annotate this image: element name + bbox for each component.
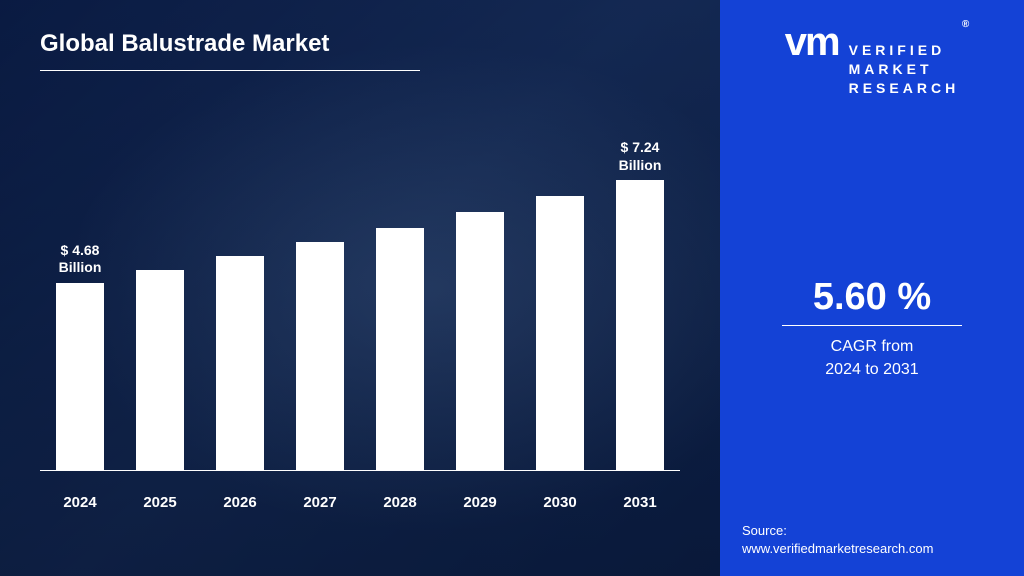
left-content: Global Balustrade Market $ 4.68 Billion … [40,30,680,511]
bar-chart: $ 4.68 Billion $ 7.24 Billion 2024202520… [40,111,680,511]
bar-value-label [478,189,482,207]
left-panel: Global Balustrade Market $ 4.68 Billion … [0,0,720,576]
bar-wrap [525,173,595,471]
brand-logo: vm VERIFIED MARKET RESEARCH ® [785,22,959,116]
logo-mark: vm [785,22,839,62]
bar [136,270,184,470]
bar-value-label [318,219,322,237]
x-axis-label: 2027 [285,494,355,511]
bar-value-label [558,173,562,191]
title-underline [40,70,420,71]
x-axis-label: 2031 [605,494,675,511]
bar-wrap [285,219,355,471]
x-axis-label: 2025 [125,494,195,511]
x-axis-label: 2029 [445,494,515,511]
bar [616,180,664,470]
bar-value-label [238,233,242,251]
source-url: www.verifiedmarketresearch.com [742,540,933,558]
logo-text: VERIFIED MARKET RESEARCH ® [849,22,960,116]
x-axis-label: 2030 [525,494,595,511]
bar [56,283,104,470]
bar [456,212,504,470]
bar-wrap: $ 7.24 Billion [605,139,675,470]
right-panel: vm VERIFIED MARKET RESEARCH ® 5.60 % CAG… [720,0,1024,576]
bar-wrap [445,189,515,471]
bar [376,228,424,470]
x-axis-labels: 2024 2025 2026 2027 2028 2029 2030 2031 [40,494,680,511]
x-axis-label: 2024 [45,494,115,511]
bar-value-label: $ 7.24 Billion [619,139,662,174]
bar-wrap [205,233,275,471]
bar [536,196,584,470]
source-block: Source: www.verifiedmarketresearch.com [742,522,933,558]
bar-value-label: $ 4.68 Billion [59,242,102,277]
bar [296,242,344,470]
source-label: Source: [742,522,933,540]
cagr-value: 5.60 % [813,276,931,319]
bars-container: $ 4.68 Billion $ 7.24 Billion [40,151,680,471]
registered-icon: ® [962,18,973,32]
bar [216,256,264,470]
x-axis-label: 2028 [365,494,435,511]
bar-value-label [158,247,162,265]
x-axis-label: 2026 [205,494,275,511]
cagr-caption: CAGR from 2024 to 2031 [825,336,918,381]
bar-value-label [398,205,402,223]
bar-wrap: $ 4.68 Billion [45,242,115,470]
bar-wrap [125,247,195,471]
bar-wrap [365,205,435,471]
page-title: Global Balustrade Market [40,30,680,58]
logo-text-content: VERIFIED MARKET RESEARCH [849,42,960,96]
cagr-underline [782,325,962,326]
